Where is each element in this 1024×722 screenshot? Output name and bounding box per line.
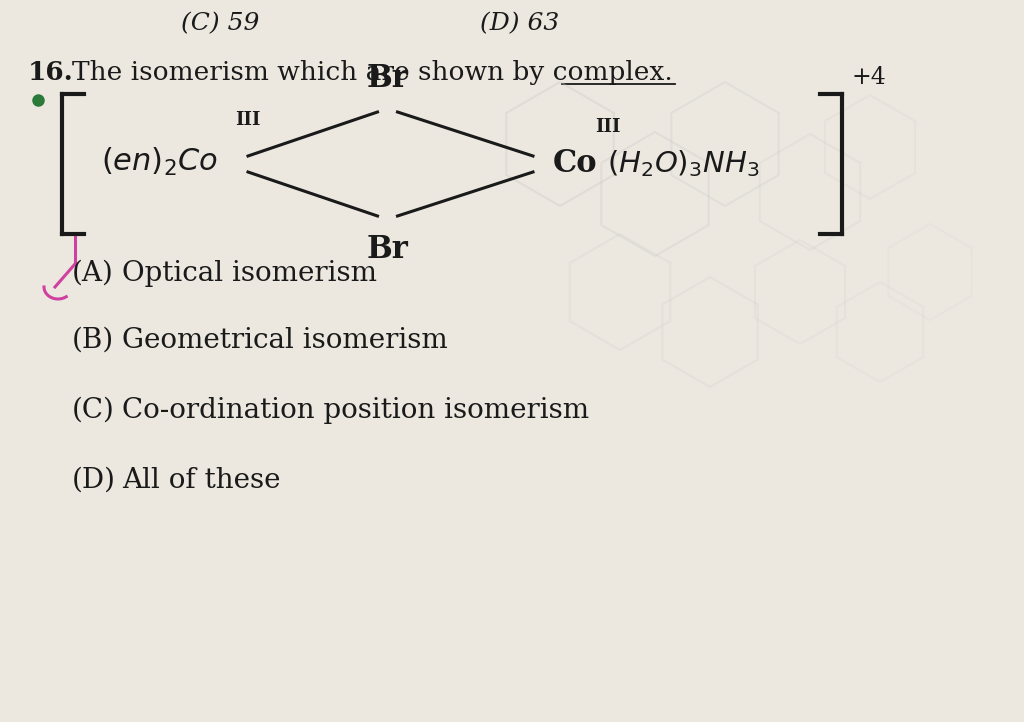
Text: Co: Co [553,149,598,180]
Text: III: III [234,111,260,129]
Text: Geometrical isomerism: Geometrical isomerism [122,327,447,354]
Text: (C) 59: (C) 59 [181,12,259,35]
Text: (D) 63: (D) 63 [480,12,560,35]
Text: (D): (D) [72,467,116,494]
Text: (A): (A) [72,260,114,287]
Text: $(H_2O)_3NH_3$: $(H_2O)_3NH_3$ [607,149,760,179]
Text: (B): (B) [72,327,115,354]
Text: Optical isomerism: Optical isomerism [122,260,377,287]
Text: Br: Br [367,63,409,94]
Text: Co-ordination position isomerism: Co-ordination position isomerism [122,397,589,424]
Text: All of these: All of these [122,467,281,494]
Text: III: III [595,118,621,136]
Text: $(en)_2Co$: $(en)_2Co$ [100,146,218,178]
Text: (C): (C) [72,397,115,424]
Text: The isomerism which are shown by complex.: The isomerism which are shown by complex… [72,60,673,85]
Text: +4: +4 [852,66,887,89]
Text: 16.: 16. [28,60,74,85]
Text: Br: Br [367,234,409,265]
